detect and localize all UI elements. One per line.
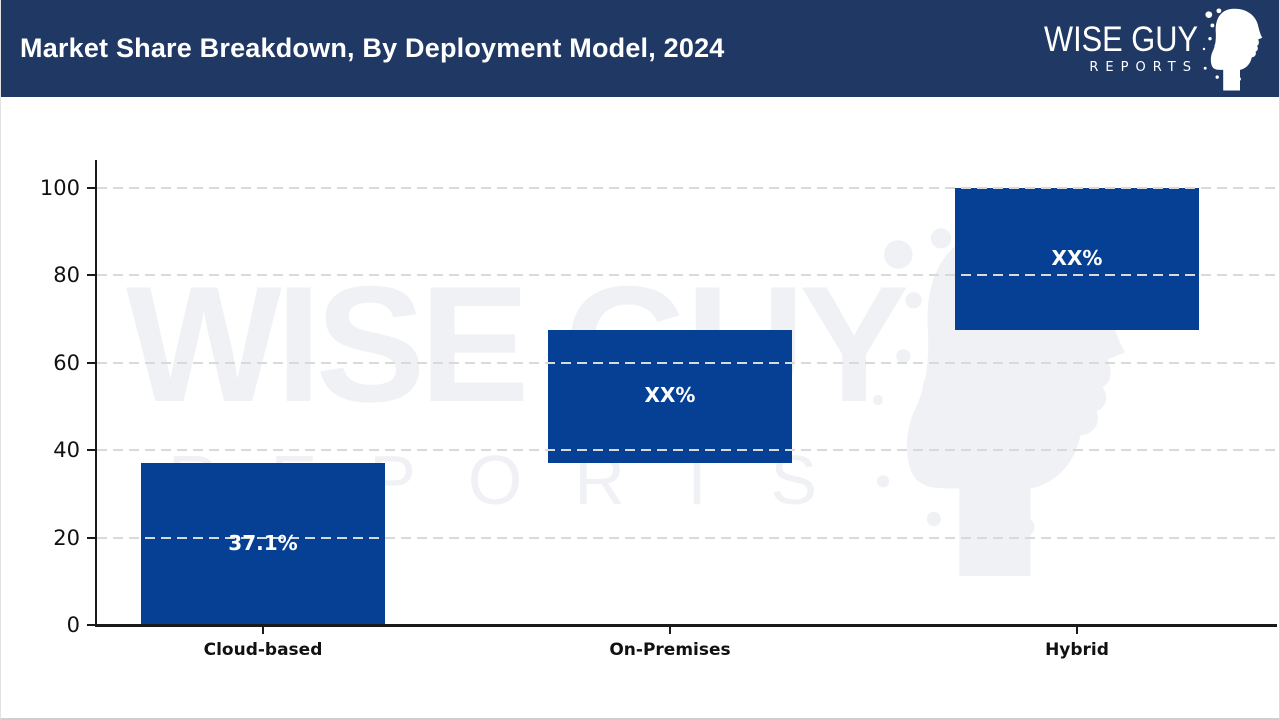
gridline-20 bbox=[97, 536, 1277, 539]
y-tick-label-0: 0 bbox=[66, 613, 80, 637]
x-axis-label-cloud-based: Cloud-based bbox=[203, 640, 323, 660]
y-tick-100 bbox=[87, 186, 95, 189]
y-tick-60 bbox=[87, 361, 95, 364]
gridline-40 bbox=[97, 449, 1277, 451]
x-axis-spine bbox=[95, 624, 1277, 627]
header: Market Share Breakdown, By Deployment Mo… bbox=[0, 0, 1280, 97]
gridline-100 bbox=[97, 186, 1277, 189]
brand-logo: WISE GUY REPORTS bbox=[1023, 6, 1264, 92]
brand-face-icon bbox=[1202, 7, 1263, 91]
y-tick-label-60: 60 bbox=[53, 350, 80, 375]
x-tick-cloud-based bbox=[262, 627, 264, 634]
y-tick-40 bbox=[87, 449, 95, 451]
page-title: Market Share Breakdown, By Deployment Mo… bbox=[20, 33, 725, 63]
bar-hybrid bbox=[955, 187, 1199, 331]
x-axis-label-hybrid: Hybrid bbox=[1045, 640, 1109, 660]
x-tick-on-premises bbox=[669, 627, 671, 634]
y-tick-20 bbox=[87, 536, 95, 539]
gridline-60 bbox=[97, 361, 1277, 364]
brand-logo-text: WISE GUY REPORTS bbox=[1023, 22, 1198, 75]
y-tick-80 bbox=[87, 274, 95, 276]
bar-on-premises bbox=[548, 330, 792, 463]
y-tick-label-80: 80 bbox=[53, 263, 80, 287]
bar-value-label-on-premises: XX% bbox=[644, 383, 696, 408]
bar-value-label-cloud-based: 37.1% bbox=[228, 530, 298, 555]
x-axis-label-on-premises: On-Premises bbox=[609, 640, 731, 660]
bar-cloud-based bbox=[141, 462, 385, 625]
logo-wordmark: WISE GUY bbox=[1043, 20, 1198, 59]
y-tick-label-100: 100 bbox=[39, 175, 80, 200]
y-tick-0 bbox=[87, 624, 95, 626]
gridline-80 bbox=[97, 274, 1277, 276]
y-tick-label-40: 40 bbox=[53, 438, 80, 462]
y-axis-spine bbox=[95, 160, 97, 626]
y-tick-label-20: 20 bbox=[53, 525, 80, 550]
x-tick-hybrid bbox=[1076, 627, 1078, 634]
logo-tagline: REPORTS bbox=[1089, 60, 1198, 75]
bar-value-label-hybrid: XX% bbox=[1051, 245, 1103, 270]
